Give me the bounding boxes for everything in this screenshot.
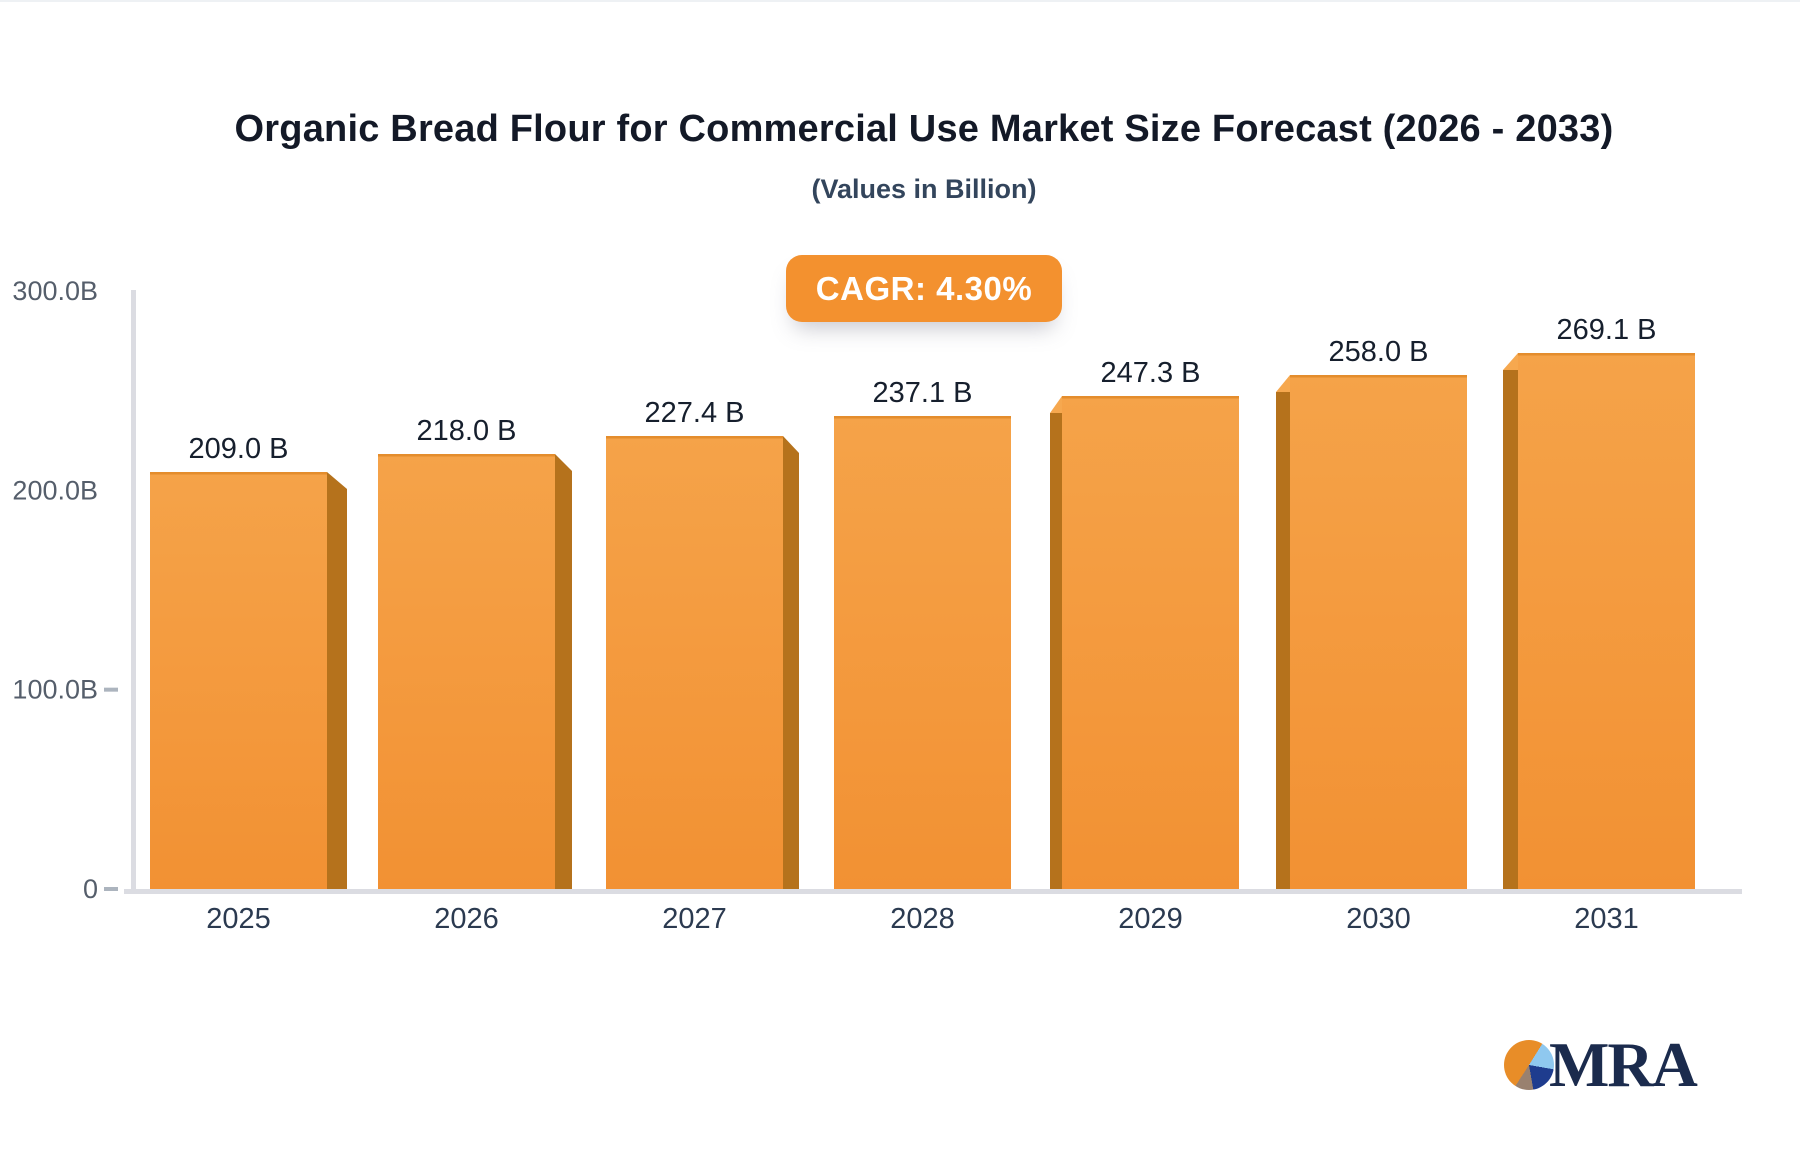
mra-logo-text: MRA (1549, 1029, 1698, 1100)
x-axis-label-2030: 2030 (1346, 903, 1411, 935)
bar-bevel-2031 (1503, 353, 1518, 370)
y-axis-tick (104, 887, 118, 891)
y-axis-label: 100.0B (12, 675, 98, 705)
bar-side-2026 (555, 454, 572, 889)
bar-rim-2029 (1062, 396, 1239, 399)
bar-side-2029 (1050, 413, 1062, 889)
mra-logo: MRA (1504, 1029, 1698, 1100)
x-axis-label-2025: 2025 (206, 903, 271, 935)
bar-side-2027 (783, 436, 799, 889)
y-axis-label: 0 (83, 874, 98, 904)
x-axis-label-2031: 2031 (1574, 903, 1639, 935)
bar-rim-2028 (834, 416, 1011, 419)
bar-rim-2025 (150, 472, 327, 475)
bar-value-label-2028: 237.1 B (873, 377, 973, 409)
y-axis-label: 300.0B (12, 276, 98, 306)
bar-2028 (834, 416, 1011, 889)
x-axis-label-2027: 2027 (662, 903, 727, 935)
bar-2029 (1062, 396, 1239, 889)
bar-value-label-2029: 247.3 B (1101, 357, 1201, 389)
bar-2026 (378, 454, 555, 889)
cagr-badge: CAGR: 4.30% (786, 255, 1062, 322)
x-axis-line (124, 889, 1742, 894)
bar-value-label-2030: 258.0 B (1329, 336, 1429, 368)
x-axis-label-2029: 2029 (1118, 903, 1183, 935)
x-axis-label-2028: 2028 (890, 903, 955, 935)
bar-side-2030 (1276, 392, 1290, 889)
y-axis-label: 200.0B (12, 475, 98, 505)
bar-2030 (1290, 375, 1467, 889)
chart-title: Organic Bread Flour for Commercial Use M… (234, 108, 1614, 150)
bar-value-label-2026: 218.0 B (417, 415, 517, 447)
bar-2025 (150, 472, 327, 889)
mra-logo-pie-icon (1504, 1040, 1554, 1090)
bar-rim-2026 (378, 454, 555, 457)
bar-side-2025 (327, 472, 347, 889)
bar-rim-2030 (1290, 375, 1467, 378)
bar-bevel-2030 (1276, 375, 1290, 392)
bar-rim-2027 (606, 436, 783, 439)
bar-value-label-2025: 209.0 B (189, 433, 289, 465)
bar-side-2031 (1503, 370, 1518, 889)
chart-subtitle: (Values in Billion) (811, 174, 1037, 204)
bar-2031 (1518, 353, 1695, 889)
bar-bevel-2029 (1050, 396, 1062, 413)
bar-value-label-2027: 227.4 B (645, 397, 745, 429)
y-axis-line (131, 290, 136, 889)
x-axis-label-2026: 2026 (434, 903, 499, 935)
cagr-badge-label: CAGR: 4.30% (815, 269, 1033, 307)
bar-rim-2031 (1518, 353, 1695, 356)
bar-value-label-2031: 269.1 B (1557, 314, 1657, 346)
bar-2027 (606, 436, 783, 889)
y-axis-tick (104, 687, 118, 692)
